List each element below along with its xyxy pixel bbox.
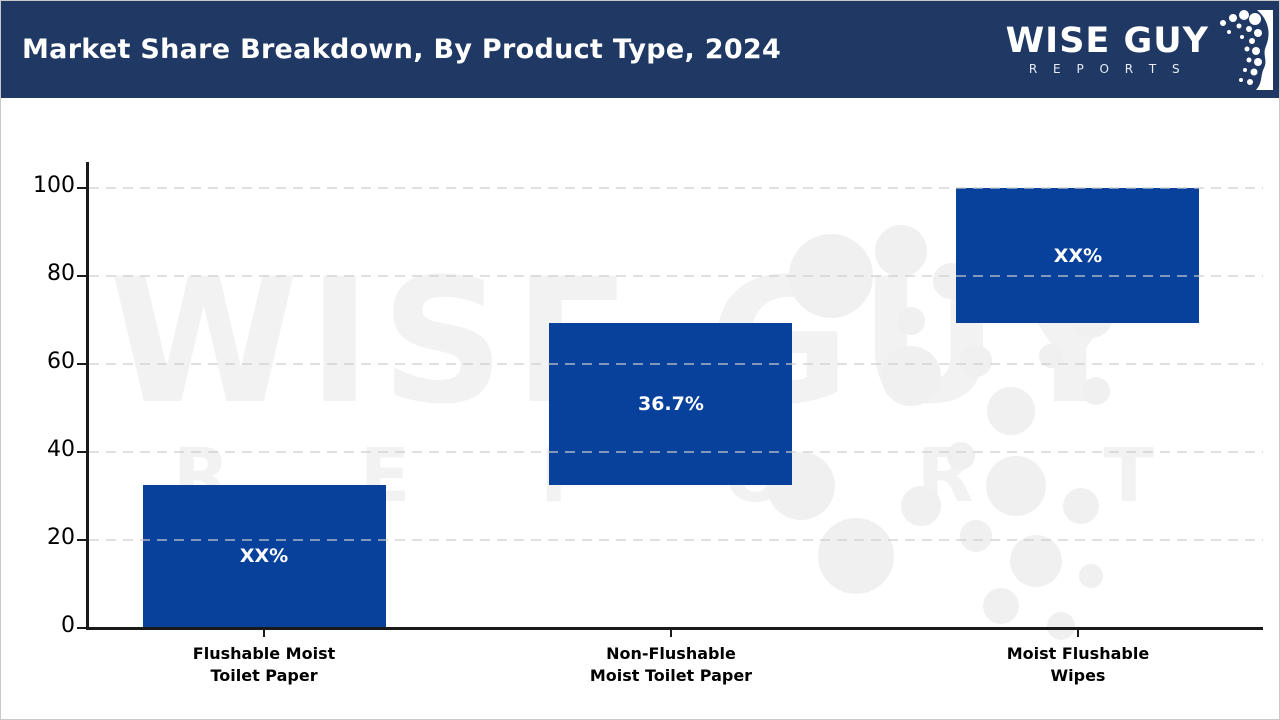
gridline [89, 363, 1263, 365]
x-tick-mark [263, 628, 266, 637]
y-tick-label: 80 [47, 261, 75, 286]
bar-segment: 36.7% [549, 323, 793, 485]
logo-wordmark: WISE GUY [1005, 21, 1209, 61]
gridline [89, 187, 1263, 189]
dotted-face-icon [1220, 9, 1273, 90]
logo-text: WISE GUY R E P O R T S [1005, 21, 1209, 76]
y-tick-label: 40 [47, 437, 75, 462]
y-tick-mark [77, 451, 86, 453]
plot-area: XX% Flushable Moist Toilet Paper 36.7% Non-F… [86, 98, 1263, 685]
y-tick-mark [77, 627, 86, 629]
y-tick-mark [77, 539, 86, 541]
category-label: Non-Flushable Moist Toilet Paper [501, 643, 841, 686]
y-tick-mark [77, 275, 86, 277]
category-label-line: Moist Flushable [1006, 644, 1150, 663]
gridline [89, 451, 1263, 453]
bar-segment: XX% [956, 188, 1200, 324]
category-label: Flushable Moist Toilet Paper [94, 643, 434, 686]
wise-guy-reports-logo: WISE GUY R E P O R T S [1005, 8, 1279, 92]
y-tick-label: 20 [47, 525, 75, 550]
gridline [89, 539, 1263, 541]
y-tick-label: 60 [47, 349, 75, 374]
x-tick-mark [1076, 628, 1079, 637]
y-tick-mark [77, 363, 86, 365]
bar-value-label: 36.7% [637, 392, 704, 415]
watermark-dotted-face [761, 225, 1113, 640]
page-title: Market Share Breakdown, By Product Type,… [22, 34, 782, 65]
gridline [89, 275, 1263, 277]
y-tick-label: 100 [33, 173, 75, 198]
x-axis-spine [86, 627, 1263, 630]
y-tick-mark [77, 187, 86, 189]
category-label-line: Toilet Paper [210, 665, 318, 685]
category-label-line: Wipes [1050, 665, 1106, 685]
y-axis: 0 20 40 60 80 100 [1, 98, 89, 637]
bar-value-label: XX% [239, 545, 289, 568]
category-label-line: Non-Flushable [606, 644, 736, 663]
y-axis-spine [86, 162, 89, 628]
category-label-line: Moist Toilet Paper [589, 665, 753, 685]
bar-value-label: XX% [1053, 244, 1103, 267]
category-label: Moist Flushable Wipes [908, 643, 1248, 686]
category-label-line: Flushable Moist [192, 644, 336, 663]
y-tick-label: 0 [61, 613, 75, 638]
logo-subtitle: R E P O R T S [1028, 62, 1186, 76]
header-band: Market Share Breakdown, By Product Type,… [1, 1, 1279, 98]
x-tick-mark [669, 628, 672, 637]
bar-segment: XX% [142, 484, 386, 628]
